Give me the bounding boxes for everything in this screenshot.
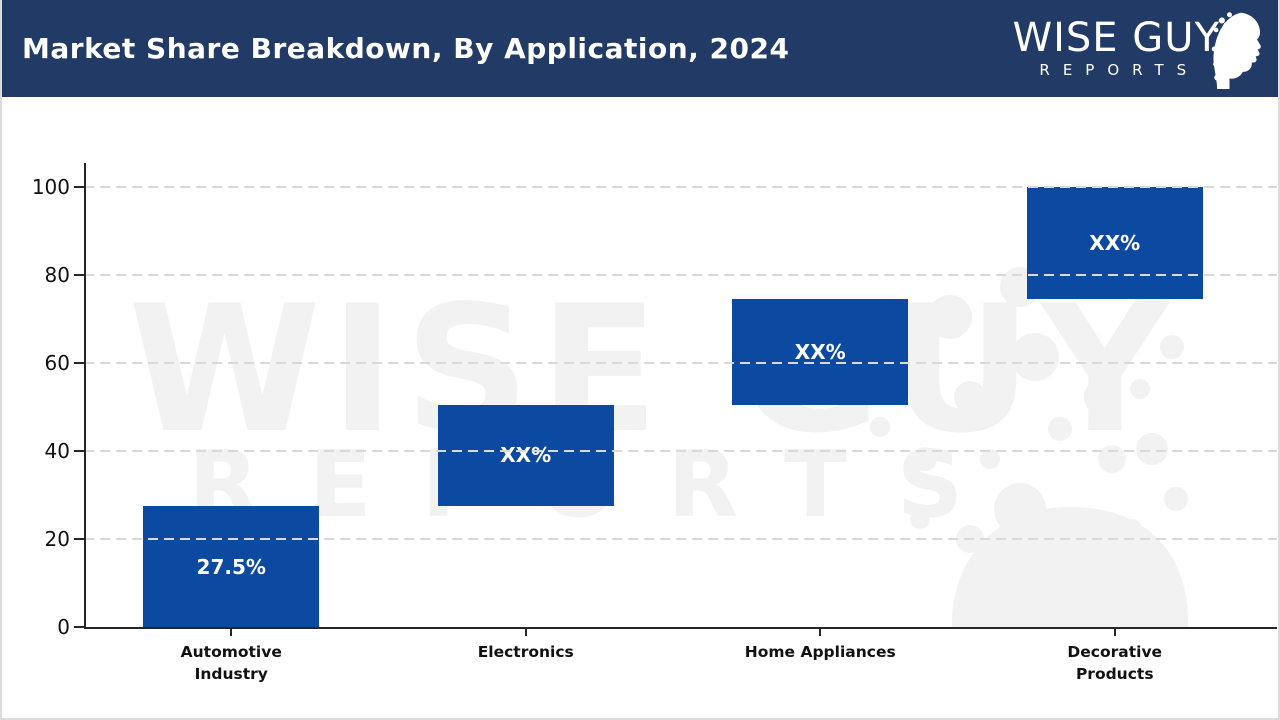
y-tick-100 <box>74 186 84 189</box>
bar-value-label: 27.5% <box>196 554 266 579</box>
x-category-label-0: Automotive Industry <box>180 643 282 683</box>
y-tick-0 <box>74 626 84 628</box>
x-tick-2 <box>819 627 822 636</box>
gridline-60 <box>84 362 1277 365</box>
chart-canvas: WISE GUY REPORTS <box>2 97 1278 718</box>
x-category-label-3: Decorative Products <box>1067 643 1163 683</box>
x-category-label-2: Home Appliances <box>744 643 896 661</box>
gridline-80 <box>84 274 1277 277</box>
bar-automotive-industry: 27.5% <box>143 506 320 627</box>
logo-text: WISE GUY REPORTS <box>1013 18 1220 79</box>
y-tick-label-0: 0 <box>57 615 70 639</box>
plot-area: 0 20 40 60 80 100 27.5% Automotive Industry XX% E… <box>32 163 1277 683</box>
x-category-label-1: Electronics <box>477 643 574 661</box>
logo-name: WISE GUY <box>1012 15 1220 61</box>
y-tick-60 <box>74 362 84 365</box>
x-tick-0 <box>230 627 233 636</box>
header-bar: Market Share Breakdown, By Application, … <box>2 0 1278 97</box>
y-tick-label-20: 20 <box>44 527 70 552</box>
gridline-40 <box>84 450 1277 453</box>
y-tick-80 <box>74 274 84 277</box>
y-tick-40 <box>74 450 84 453</box>
y-tick-20 <box>74 538 84 541</box>
y-tick-label-80: 80 <box>44 263 70 288</box>
gridline-100 <box>84 186 1277 189</box>
wiseguy-logo: WISE GUY REPORTS <box>1013 9 1278 89</box>
y-tick-label-60: 60 <box>44 351 70 376</box>
x-tick-3 <box>1113 627 1116 636</box>
y-axis-line <box>84 163 86 627</box>
bar-decorative-products: XX% <box>1026 187 1203 300</box>
bar-home-appliances: XX% <box>732 299 909 405</box>
bar-value-label: XX% <box>500 443 552 468</box>
gridline-20 <box>84 538 1277 541</box>
x-tick-1 <box>524 627 527 636</box>
logo-face-icon <box>1211 11 1261 89</box>
logo-subname: REPORTS <box>1039 61 1200 79</box>
bar-value-label: XX% <box>1089 231 1141 256</box>
y-tick-label-100: 100 <box>31 175 70 200</box>
bar-electronics: XX% <box>437 404 614 507</box>
x-axis-line <box>84 627 1277 629</box>
chart-title: Market Share Breakdown, By Application, … <box>22 32 790 65</box>
y-tick-label-40: 40 <box>44 439 70 464</box>
bar-value-label: XX% <box>794 340 846 365</box>
